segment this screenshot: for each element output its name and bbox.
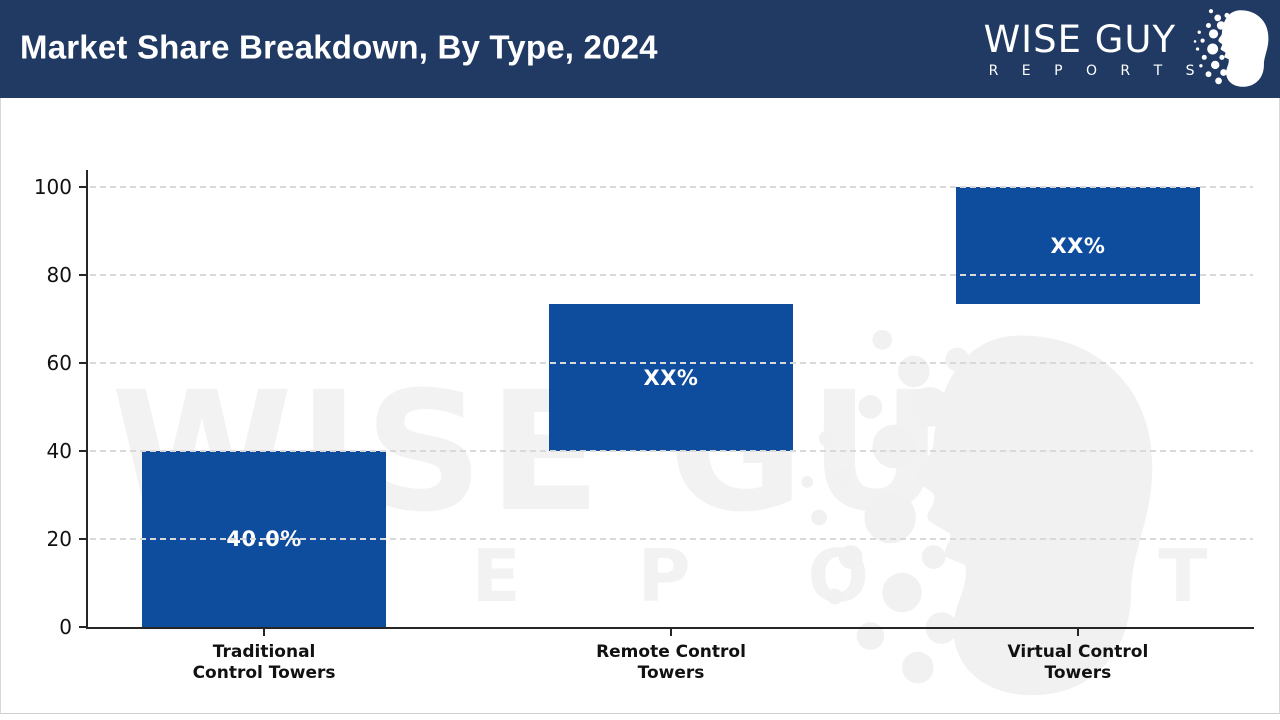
gridline <box>90 274 1253 276</box>
gridline <box>90 362 1253 364</box>
y-tick-label: 0 <box>59 615 72 639</box>
x-axis-tick <box>263 629 266 636</box>
y-tick-label: 100 <box>33 175 72 199</box>
x-axis-line <box>86 627 1254 629</box>
x-category-label: Traditional Control Towers <box>192 642 336 683</box>
x-axis-tick <box>670 629 672 636</box>
gridline <box>90 186 1253 188</box>
brand-name: WISE GUY <box>983 17 1177 61</box>
y-axis-tick <box>79 362 86 364</box>
y-tick-label: 40 <box>46 439 72 463</box>
plot-area: 0 20 40 60 80 100 40.0% XX% XX% Traditional Contr… <box>34 170 1254 683</box>
y-axis-tick <box>79 626 86 628</box>
header-bar: Market Share Breakdown, By Type, 2024 WI… <box>0 0 1280 98</box>
y-axis-line <box>86 170 88 629</box>
bar-value-label: XX% <box>1050 233 1106 258</box>
x-axis-tick <box>1076 629 1079 636</box>
y-axis-tick <box>79 274 86 276</box>
brand-logo-text: WISE GUY R E P O R T S <box>983 17 1204 79</box>
y-tick-label: 20 <box>46 527 72 551</box>
y-axis-tick <box>79 450 86 452</box>
y-tick-label: 80 <box>46 263 72 287</box>
y-axis-tick <box>79 186 86 188</box>
brand-face-icon <box>1193 9 1269 87</box>
brand-logo: WISE GUY R E P O R T S <box>984 4 1274 94</box>
gridline <box>90 450 1253 452</box>
gridline <box>90 538 1253 540</box>
x-category-label: Virtual Control Towers <box>1007 642 1149 683</box>
bar-value-label: XX% <box>643 365 699 390</box>
bar-segment: XX% <box>549 304 793 451</box>
x-category-label: Remote Control Towers <box>596 642 746 683</box>
bar-segment: XX% <box>955 187 1200 305</box>
y-axis-tick <box>79 538 86 540</box>
page-title: Market Share Breakdown, By Type, 2024 <box>20 28 658 66</box>
y-tick-label: 60 <box>46 351 72 375</box>
brand-subtitle: R E P O R T S <box>988 62 1204 79</box>
